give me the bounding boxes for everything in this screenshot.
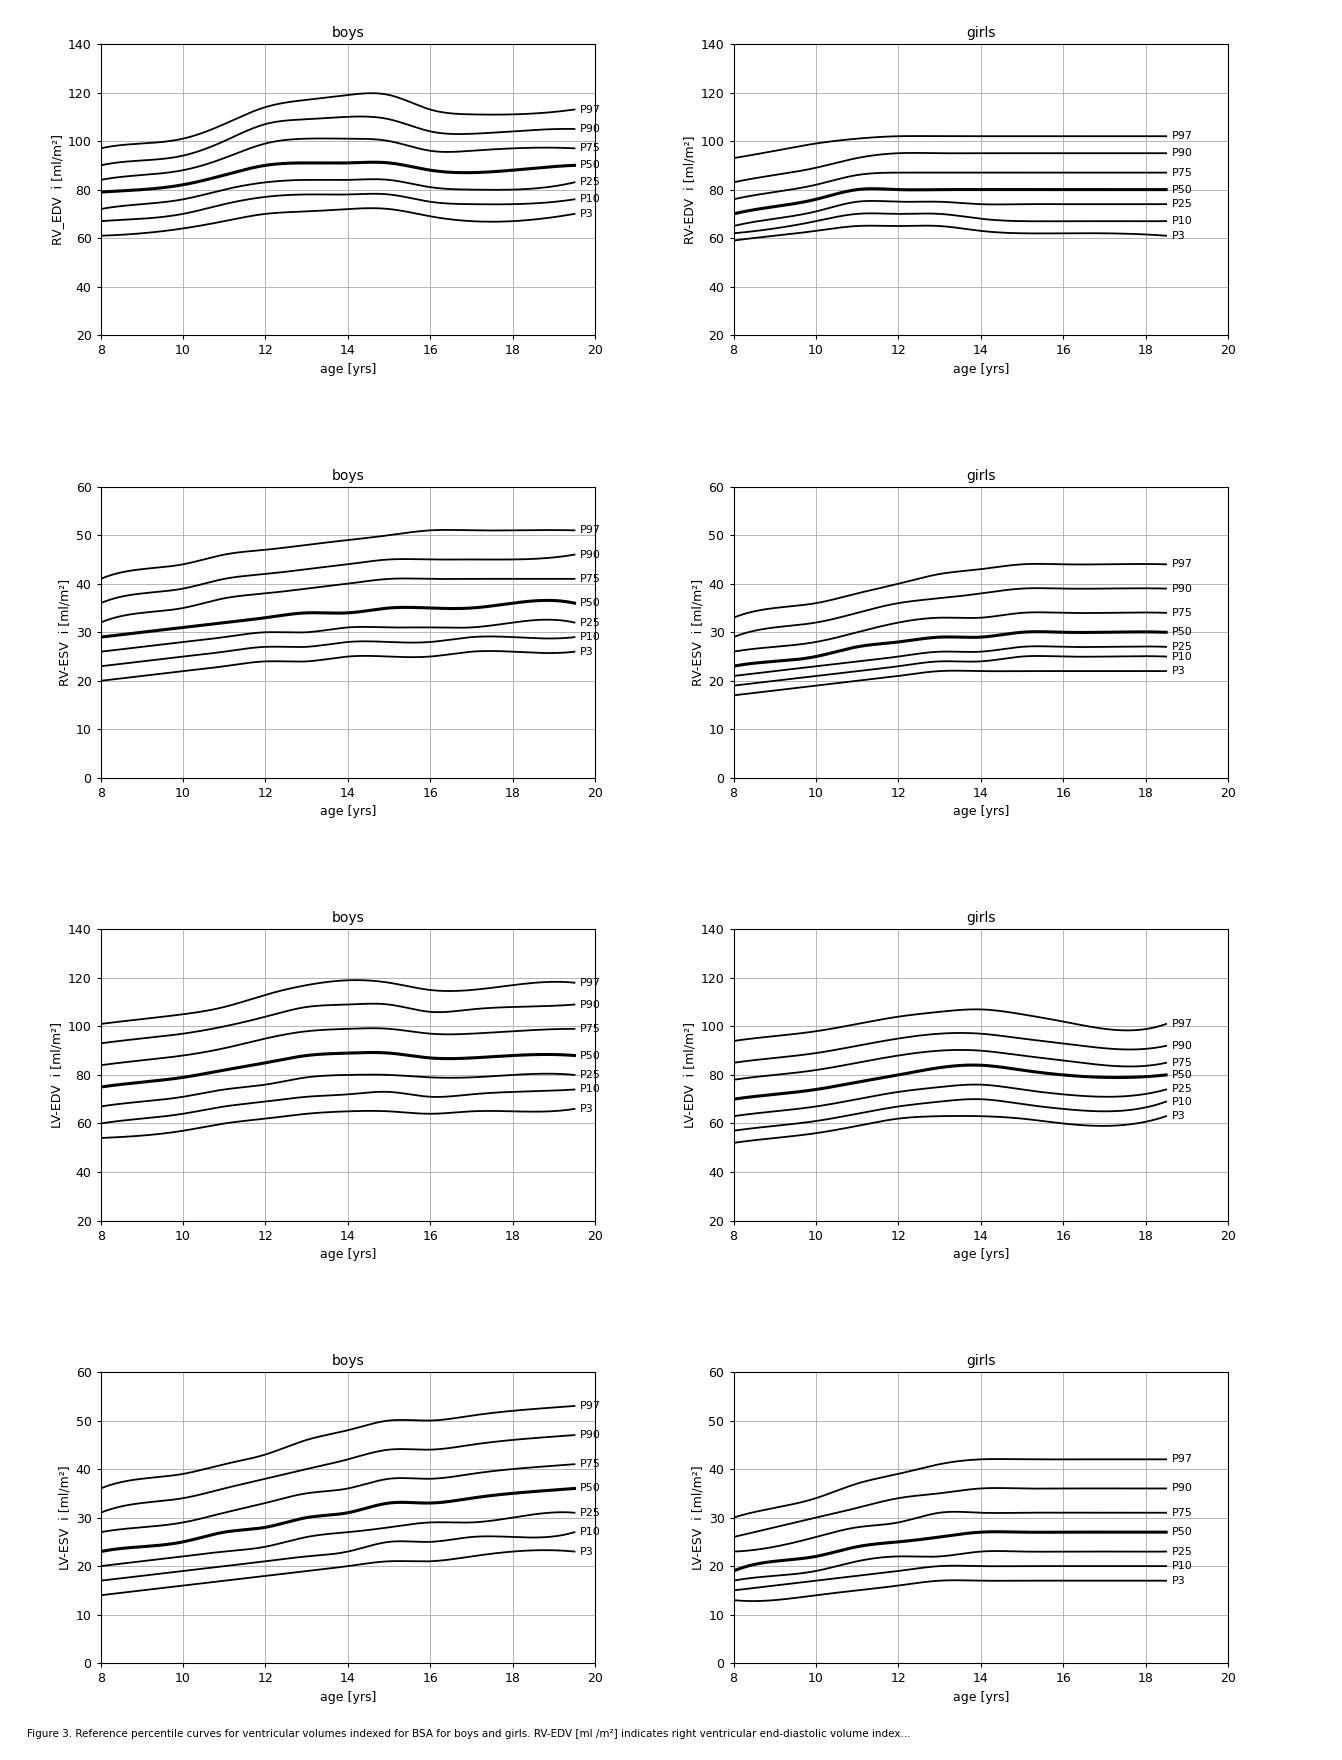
Text: P25: P25 — [1172, 1084, 1193, 1095]
Y-axis label: LV-EDV  i [ml/m²]: LV-EDV i [ml/m²] — [683, 1023, 696, 1128]
Title: boys: boys — [331, 468, 364, 482]
X-axis label: age [yrs]: age [yrs] — [319, 806, 376, 818]
Text: P50: P50 — [580, 1051, 601, 1061]
Title: girls: girls — [966, 26, 996, 40]
X-axis label: age [yrs]: age [yrs] — [953, 806, 1009, 818]
Text: P25: P25 — [1172, 642, 1193, 651]
Text: P90: P90 — [1172, 148, 1193, 158]
Text: P3: P3 — [580, 209, 593, 218]
X-axis label: age [yrs]: age [yrs] — [953, 1248, 1009, 1262]
Text: P25: P25 — [580, 1508, 601, 1517]
Text: P3: P3 — [580, 1104, 593, 1114]
Y-axis label: LV-EDV  i [ml/m²]: LV-EDV i [ml/m²] — [51, 1023, 63, 1128]
Text: P90: P90 — [580, 123, 601, 134]
Text: P97: P97 — [1172, 132, 1193, 141]
Text: P10: P10 — [580, 1084, 601, 1095]
Text: P50: P50 — [1172, 627, 1193, 637]
Text: P3: P3 — [1172, 1111, 1185, 1121]
Y-axis label: RV-ESV  i [ml/m²]: RV-ESV i [ml/m²] — [691, 579, 705, 686]
Text: P25: P25 — [580, 1070, 601, 1081]
Title: boys: boys — [331, 912, 364, 926]
Text: P75: P75 — [1172, 607, 1193, 618]
Text: P90: P90 — [580, 549, 601, 560]
Text: P97: P97 — [580, 104, 601, 114]
Text: P10: P10 — [580, 194, 601, 204]
Text: P3: P3 — [580, 1547, 593, 1556]
Text: P10: P10 — [580, 1528, 601, 1536]
Text: P50: P50 — [1172, 185, 1193, 195]
Text: P25: P25 — [580, 178, 601, 187]
Text: P75: P75 — [580, 574, 601, 584]
X-axis label: age [yrs]: age [yrs] — [319, 363, 376, 377]
Text: P97: P97 — [1172, 1019, 1193, 1030]
Title: boys: boys — [331, 26, 364, 40]
X-axis label: age [yrs]: age [yrs] — [319, 1691, 376, 1704]
Text: P90: P90 — [580, 1000, 601, 1010]
Title: boys: boys — [331, 1353, 364, 1368]
Text: P25: P25 — [580, 618, 601, 628]
X-axis label: age [yrs]: age [yrs] — [953, 363, 1009, 377]
Text: P75: P75 — [1172, 1058, 1193, 1068]
Text: Figure 3. Reference percentile curves for ventricular volumes indexed for BSA fo: Figure 3. Reference percentile curves fo… — [27, 1728, 910, 1739]
X-axis label: age [yrs]: age [yrs] — [953, 1691, 1009, 1704]
Text: P75: P75 — [1172, 167, 1193, 178]
Text: P3: P3 — [580, 646, 593, 656]
Text: P97: P97 — [580, 1401, 601, 1412]
Text: P75: P75 — [1172, 1508, 1193, 1517]
Y-axis label: RV-EDV  i [ml/m²]: RV-EDV i [ml/m²] — [683, 136, 696, 245]
Text: P10: P10 — [1172, 1561, 1193, 1572]
Text: P25: P25 — [1172, 1547, 1193, 1556]
Text: P75: P75 — [580, 1024, 601, 1033]
Title: girls: girls — [966, 912, 996, 926]
Y-axis label: RV_EDV  i [ml/m²]: RV_EDV i [ml/m²] — [51, 134, 63, 245]
Text: P50: P50 — [580, 160, 601, 171]
Text: P75: P75 — [580, 143, 601, 153]
Text: P10: P10 — [1172, 1096, 1193, 1107]
Text: P50: P50 — [580, 1484, 601, 1494]
Text: P97: P97 — [580, 979, 601, 987]
Title: girls: girls — [966, 1353, 996, 1368]
Text: P25: P25 — [1172, 199, 1193, 209]
Y-axis label: RV-ESV  i [ml/m²]: RV-ESV i [ml/m²] — [59, 579, 71, 686]
Text: P97: P97 — [580, 524, 601, 535]
Text: P50: P50 — [580, 598, 601, 609]
Text: P10: P10 — [1172, 651, 1193, 662]
Text: P75: P75 — [580, 1459, 601, 1470]
Text: P90: P90 — [1172, 1040, 1193, 1051]
Text: P90: P90 — [580, 1431, 601, 1440]
Title: girls: girls — [966, 468, 996, 482]
Text: P90: P90 — [1172, 1484, 1193, 1494]
Text: P97: P97 — [1172, 560, 1193, 568]
Text: P97: P97 — [1172, 1454, 1193, 1464]
Text: P50: P50 — [1172, 1528, 1193, 1536]
Text: P3: P3 — [1172, 665, 1185, 676]
Text: P3: P3 — [1172, 1575, 1185, 1586]
Text: P10: P10 — [580, 632, 601, 642]
Y-axis label: LV-ESV  i [ml/m²]: LV-ESV i [ml/m²] — [59, 1466, 71, 1570]
X-axis label: age [yrs]: age [yrs] — [319, 1248, 376, 1262]
Text: P10: P10 — [1172, 216, 1193, 227]
Text: P90: P90 — [1172, 584, 1193, 593]
Y-axis label: LV-ESV  i [ml/m²]: LV-ESV i [ml/m²] — [691, 1466, 705, 1570]
Text: P50: P50 — [1172, 1070, 1193, 1081]
Text: P3: P3 — [1172, 231, 1185, 241]
